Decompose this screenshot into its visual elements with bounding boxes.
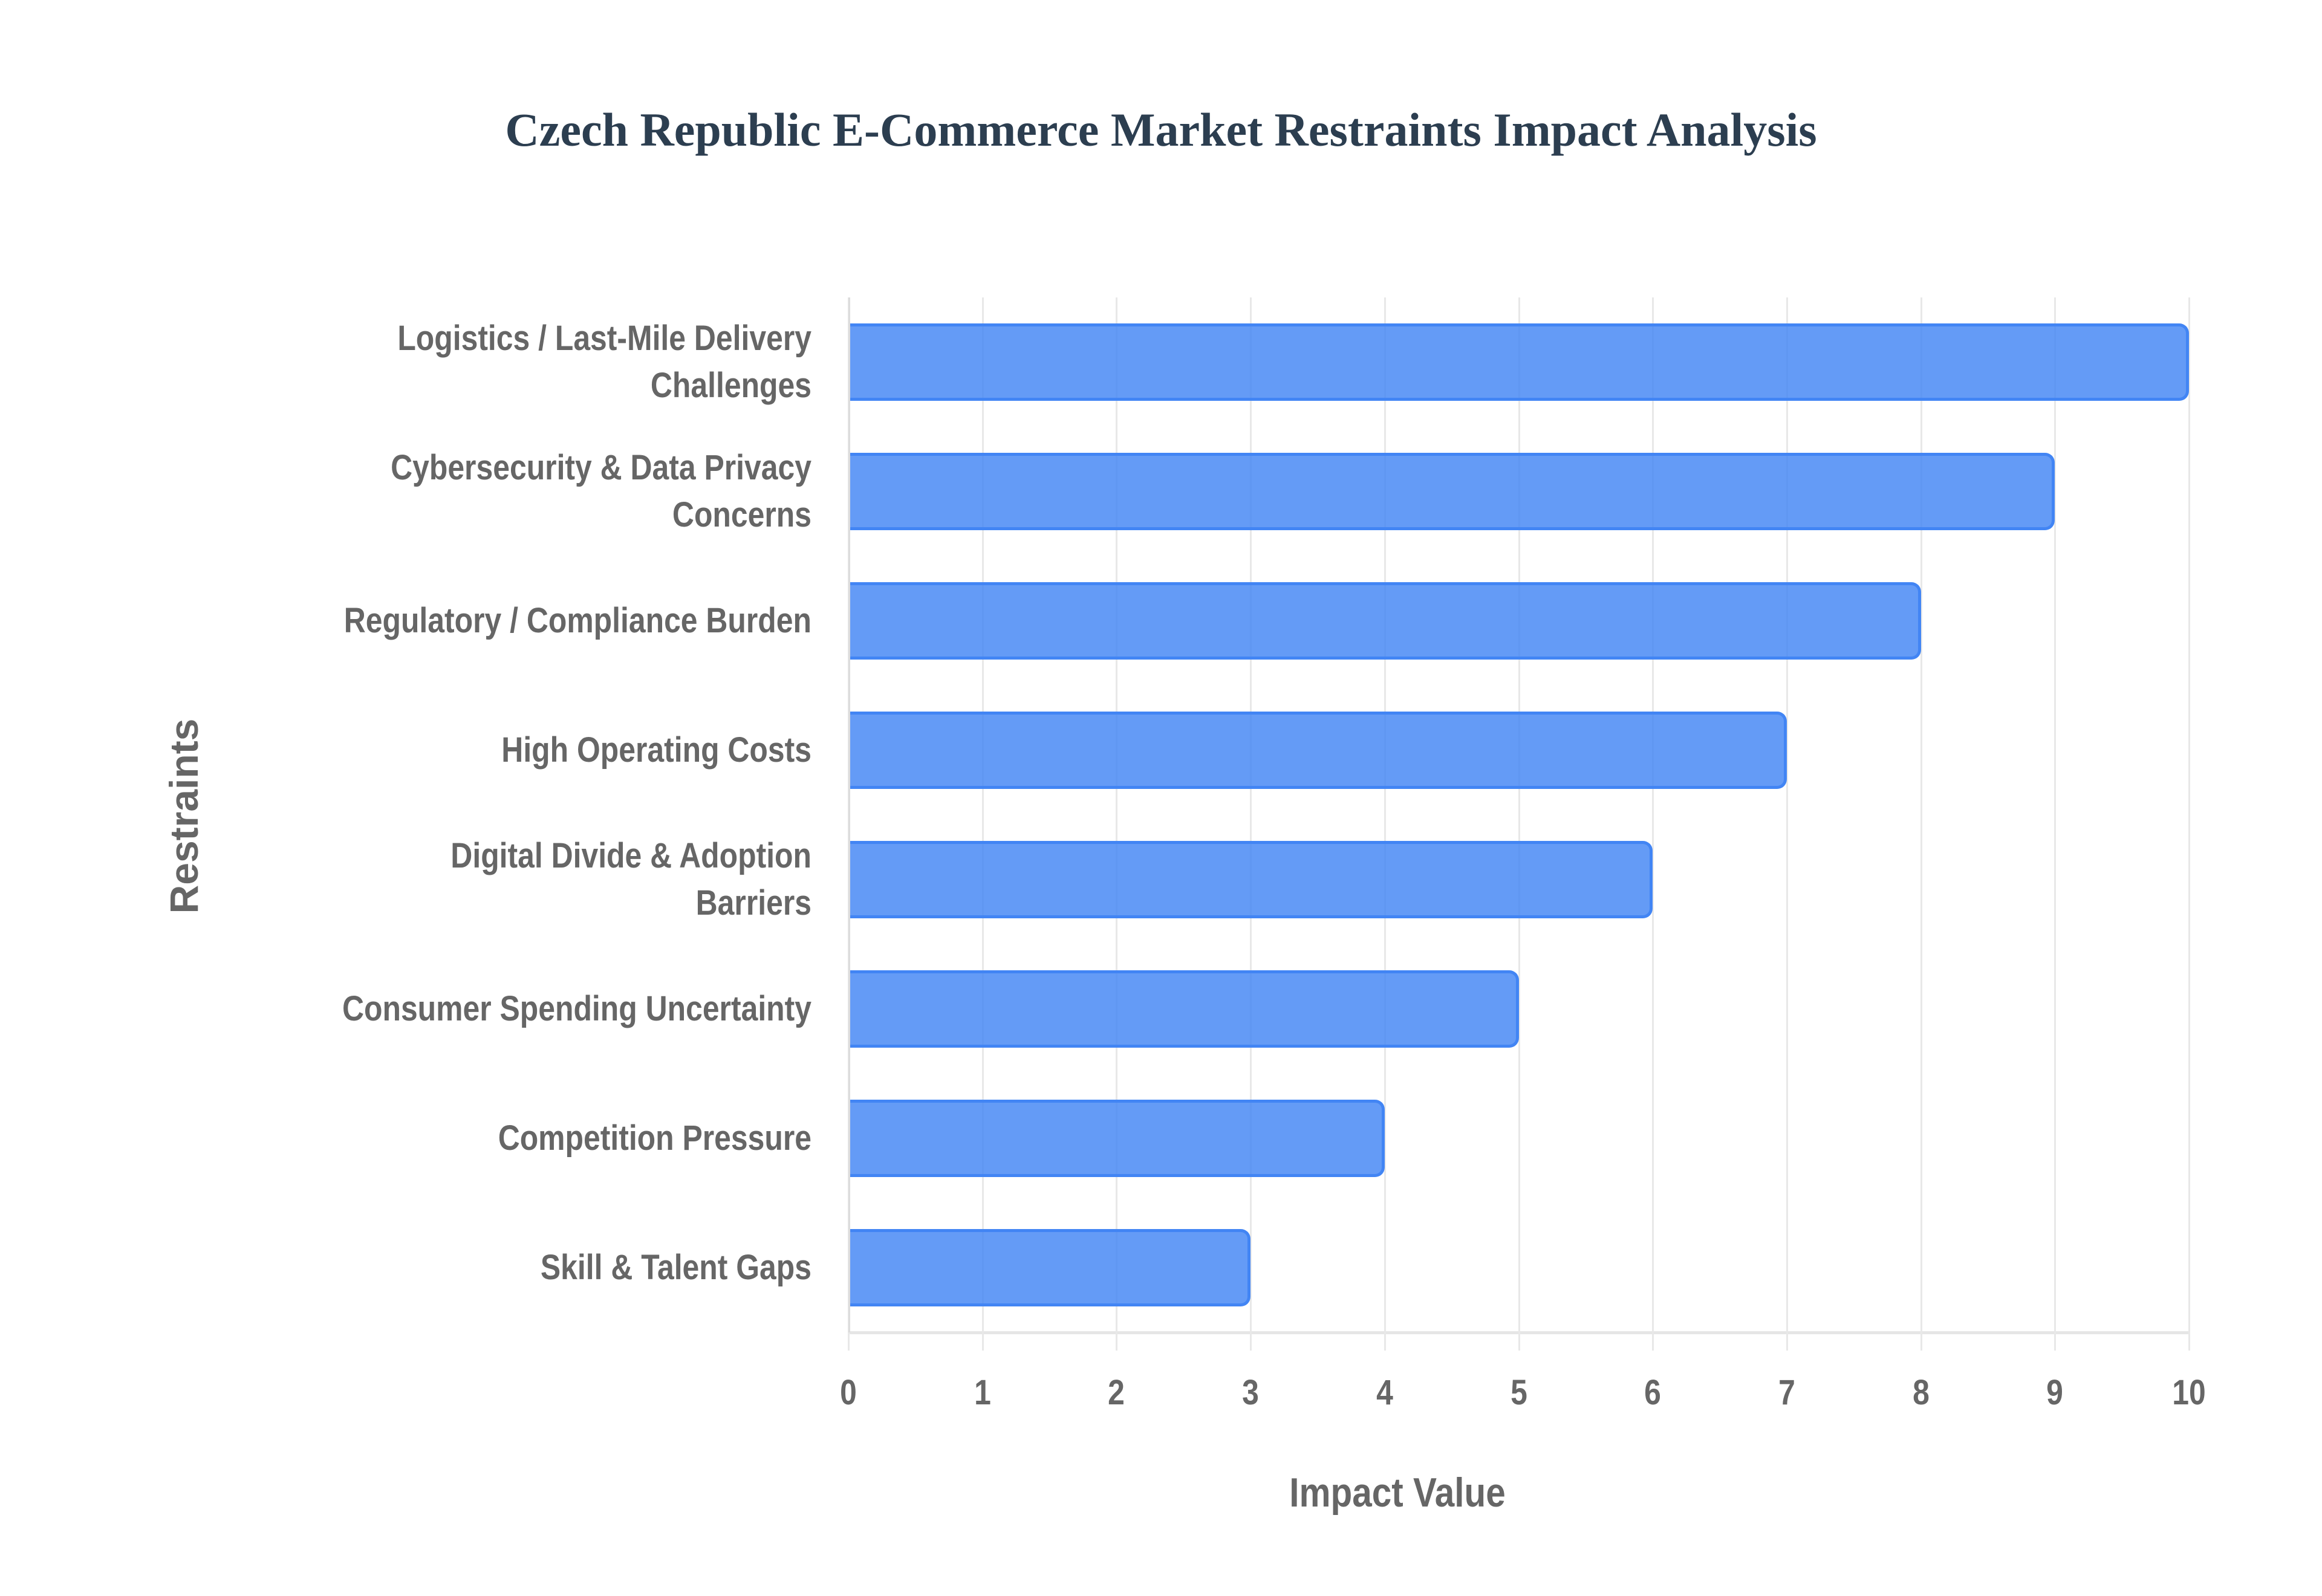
- y-axis-line: [848, 297, 850, 1332]
- tick-mark: [2054, 1332, 2057, 1351]
- bar[interactable]: [848, 323, 2189, 401]
- plot-area: [848, 297, 2190, 1351]
- y-category-label-line: Concerns: [672, 495, 811, 534]
- y-category-label: Regulatory / Compliance Burden: [239, 597, 811, 644]
- tick-mark: [1116, 1332, 1118, 1351]
- gridline: [1384, 297, 1386, 1332]
- x-tick-label: 3: [1242, 1373, 1259, 1412]
- y-category-label: High Operating Costs: [239, 727, 811, 774]
- x-tick-label: 5: [1510, 1373, 1527, 1412]
- tick-mark: [2188, 1332, 2190, 1351]
- y-category-label-line: Barriers: [695, 883, 811, 923]
- gridline: [2188, 297, 2190, 1332]
- x-tick-label: 6: [1644, 1373, 1662, 1412]
- y-category-label-line: High Operating Costs: [501, 730, 811, 770]
- y-axis-title-text: Restraints: [161, 718, 206, 914]
- y-category-label-line: Regulatory / Compliance Burden: [343, 601, 811, 640]
- bar[interactable]: [848, 1229, 1251, 1306]
- tick-mark: [1384, 1332, 1386, 1351]
- x-axis-title: Impact Value: [1289, 1470, 1506, 1516]
- x-tick-label: 9: [2046, 1373, 2064, 1412]
- tick-mark: [981, 1332, 984, 1351]
- bar[interactable]: [848, 712, 1787, 789]
- bar[interactable]: [848, 453, 2055, 530]
- tick-mark: [1652, 1332, 1654, 1351]
- y-category-label-line: Digital Divide & Adoption: [450, 836, 811, 875]
- y-category-label-line: Competition Pressure: [498, 1118, 811, 1158]
- bar[interactable]: [848, 582, 1921, 660]
- y-category-label: Cybersecurity & Data Privacy Concerns: [239, 444, 811, 539]
- y-category-label: Competition Pressure: [239, 1115, 811, 1162]
- x-tick-label: 0: [840, 1373, 857, 1412]
- tick-mark: [1920, 1332, 1922, 1351]
- x-tick-label: 1: [974, 1373, 991, 1412]
- bar[interactable]: [848, 970, 1519, 1048]
- y-category-label: Skill & Talent Gaps: [239, 1244, 811, 1291]
- gridline: [1786, 297, 1788, 1332]
- gridline: [1652, 297, 1654, 1332]
- y-category-label: Digital Divide & Adoption Barriers: [239, 832, 811, 927]
- tick-mark: [1786, 1332, 1788, 1351]
- y-category-label-line: Challenges: [650, 366, 811, 405]
- gridline: [1116, 297, 1118, 1332]
- gridline: [2054, 297, 2057, 1332]
- gridline: [1920, 297, 1922, 1332]
- y-category-label-line: Logistics / Last-Mile Delivery: [397, 319, 811, 358]
- x-tick-label: 10: [2172, 1373, 2206, 1412]
- y-category-label-line: Cybersecurity & Data Privacy: [391, 448, 811, 487]
- x-tick-label: 2: [1108, 1373, 1125, 1412]
- bar[interactable]: [848, 1100, 1385, 1177]
- x-tick-label: 7: [1778, 1373, 1795, 1412]
- tick-mark: [1518, 1332, 1520, 1351]
- x-tick-label: 8: [1912, 1373, 1930, 1412]
- gridline: [981, 297, 984, 1332]
- y-category-label: Logistics / Last-Mile Delivery Challenges: [239, 315, 811, 409]
- y-category-label: Consumer Spending Uncertainty: [239, 985, 811, 1033]
- gridline: [1250, 297, 1252, 1332]
- gridline: [1518, 297, 1520, 1332]
- y-category-label-line: Consumer Spending Uncertainty: [342, 989, 811, 1028]
- tick-mark: [848, 1332, 850, 1351]
- tick-mark: [1250, 1332, 1252, 1351]
- y-category-label-line: Skill & Talent Gaps: [540, 1248, 811, 1287]
- x-tick-label: 4: [1376, 1373, 1393, 1412]
- chart-title: Czech Republic E-Commerce Market Restrai…: [505, 103, 1817, 156]
- bar[interactable]: [848, 841, 1653, 918]
